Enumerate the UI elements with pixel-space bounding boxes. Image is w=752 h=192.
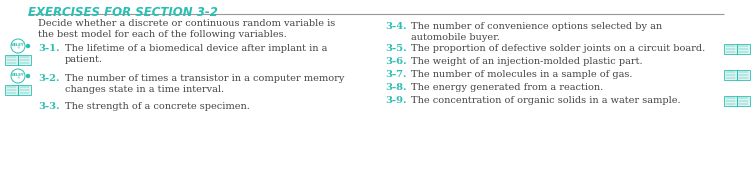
Text: 3-7.: 3-7.: [385, 70, 407, 79]
FancyBboxPatch shape: [724, 70, 737, 80]
FancyBboxPatch shape: [724, 96, 737, 106]
Circle shape: [26, 45, 29, 47]
Text: 3-6.: 3-6.: [385, 57, 407, 66]
Text: The lifetime of a biomedical device after implant in a: The lifetime of a biomedical device afte…: [65, 44, 327, 53]
Text: 3-9.: 3-9.: [385, 96, 407, 105]
Text: the best model for each of the following variables.: the best model for each of the following…: [38, 30, 287, 39]
Text: 3-2.: 3-2.: [38, 74, 59, 83]
Text: patient.: patient.: [65, 55, 103, 64]
Text: The number of times a transistor in a computer memory: The number of times a transistor in a co…: [65, 74, 344, 83]
Text: 3-3.: 3-3.: [38, 102, 59, 111]
Text: The concentration of organic solids in a water sample.: The concentration of organic solids in a…: [411, 96, 681, 105]
Text: The proportion of defective solder joints on a circuit board.: The proportion of defective solder joint…: [411, 44, 705, 53]
FancyBboxPatch shape: [18, 85, 31, 95]
Text: The number of convenience options selected by an: The number of convenience options select…: [411, 22, 662, 31]
FancyBboxPatch shape: [5, 85, 18, 95]
Text: EXERCISES FOR SECTION 3-2: EXERCISES FOR SECTION 3-2: [28, 6, 218, 19]
Text: 3-4.: 3-4.: [385, 22, 407, 31]
Text: WILEY: WILEY: [11, 42, 25, 46]
Text: Decide whether a discrete or continuous random variable is: Decide whether a discrete or continuous …: [38, 19, 335, 28]
Text: ®: ®: [17, 46, 20, 50]
Text: The strength of a concrete specimen.: The strength of a concrete specimen.: [65, 102, 250, 111]
Text: WILEY: WILEY: [11, 73, 25, 76]
Text: The number of molecules in a sample of gas.: The number of molecules in a sample of g…: [411, 70, 632, 79]
FancyBboxPatch shape: [18, 55, 31, 65]
Text: The energy generated from a reaction.: The energy generated from a reaction.: [411, 83, 603, 92]
Text: 3-5.: 3-5.: [385, 44, 407, 53]
FancyBboxPatch shape: [737, 96, 750, 106]
FancyBboxPatch shape: [724, 44, 737, 54]
Text: changes state in a time interval.: changes state in a time interval.: [65, 85, 224, 94]
Text: 3-8.: 3-8.: [385, 83, 407, 92]
Text: 3-1.: 3-1.: [38, 44, 59, 53]
Text: automobile buyer.: automobile buyer.: [411, 33, 500, 42]
Text: ®: ®: [17, 76, 20, 80]
Circle shape: [26, 74, 29, 78]
FancyBboxPatch shape: [737, 44, 750, 54]
Text: The weight of an injection-molded plastic part.: The weight of an injection-molded plasti…: [411, 57, 643, 66]
FancyBboxPatch shape: [5, 55, 18, 65]
FancyBboxPatch shape: [737, 70, 750, 80]
